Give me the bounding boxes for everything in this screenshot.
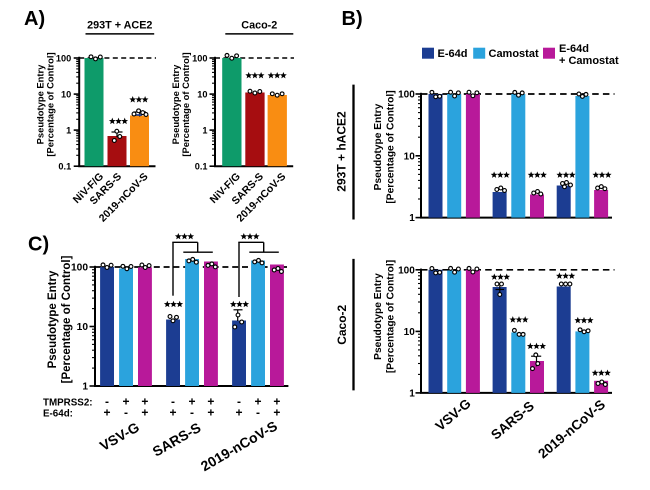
svg-text:+: + (273, 406, 280, 420)
svg-text:Camostat: Camostat (489, 48, 539, 60)
svg-text:+: + (141, 394, 148, 408)
svg-text:B): B) (342, 8, 363, 30)
svg-text:100: 100 (56, 53, 71, 63)
svg-text:293T + hACE2: 293T + hACE2 (335, 111, 349, 192)
svg-text:-: - (190, 406, 194, 420)
svg-text:-: - (124, 406, 128, 420)
svg-text:10: 10 (61, 89, 71, 99)
svg-text:[Percentage of Control]: [Percentage of Control] (45, 52, 56, 156)
svg-text:-: - (237, 394, 241, 408)
svg-text:E-64d: E-64d (438, 48, 468, 60)
svg-text:-: - (171, 394, 175, 408)
svg-text:A): A) (24, 8, 45, 30)
svg-text:+: + (188, 394, 195, 408)
svg-text:C): C) (28, 233, 49, 255)
svg-text:[Percentage of Control]: [Percentage of Control] (61, 255, 73, 383)
svg-text:Pseudotype Entry: Pseudotype Entry (35, 64, 46, 144)
svg-text:+: + (169, 406, 176, 420)
svg-text:+: + (122, 394, 129, 408)
svg-text:1: 1 (66, 125, 71, 135)
svg-text:TMPRSS2:: TMPRSS2: (43, 397, 93, 408)
svg-text:10: 10 (77, 322, 89, 333)
svg-text:+: + (207, 406, 214, 420)
svg-text:100: 100 (398, 90, 415, 101)
svg-text:Pseudotype Entry: Pseudotype Entry (170, 64, 181, 144)
svg-text:Caco-2: Caco-2 (335, 304, 349, 344)
svg-text:+: + (141, 406, 148, 420)
svg-text:Caco-2: Caco-2 (241, 19, 277, 31)
svg-text:[Percentage of Control]: [Percentage of Control] (386, 90, 397, 203)
svg-text:-: - (256, 406, 260, 420)
svg-text:Pseudotype Entry: Pseudotype Entry (373, 273, 384, 360)
svg-text:100: 100 (71, 263, 88, 274)
svg-text:0.1: 0.1 (58, 162, 71, 172)
svg-text:1: 1 (82, 382, 88, 393)
svg-text:1: 1 (202, 125, 207, 135)
svg-text:293T + ACE2: 293T + ACE2 (87, 19, 152, 31)
svg-text:1: 1 (409, 213, 415, 224)
svg-text:10: 10 (404, 151, 416, 162)
svg-text:+: + (103, 406, 110, 420)
svg-text:0.1: 0.1 (195, 162, 208, 172)
svg-text:-: - (105, 394, 109, 408)
svg-text:+ Camostat: + Camostat (559, 55, 619, 67)
svg-text:+: + (254, 394, 261, 408)
svg-text:Pseudotype Entry: Pseudotype Entry (47, 270, 59, 368)
svg-text:[Percentage of Control]: [Percentage of Control] (180, 52, 191, 156)
svg-text:1: 1 (409, 389, 415, 400)
svg-text:+: + (273, 394, 280, 408)
svg-text:+: + (207, 394, 214, 408)
svg-text:10: 10 (404, 327, 416, 338)
svg-text:E-64d: E-64d (559, 43, 589, 55)
svg-text:100: 100 (398, 265, 415, 276)
svg-text:100: 100 (192, 53, 207, 63)
svg-text:[Percentage of Control]: [Percentage of Control] (386, 260, 397, 373)
svg-text:+: + (235, 406, 242, 420)
svg-text:10: 10 (197, 89, 207, 99)
svg-text:Pseudotype Entry: Pseudotype Entry (373, 103, 384, 190)
svg-text:E-64d:: E-64d: (43, 409, 73, 420)
